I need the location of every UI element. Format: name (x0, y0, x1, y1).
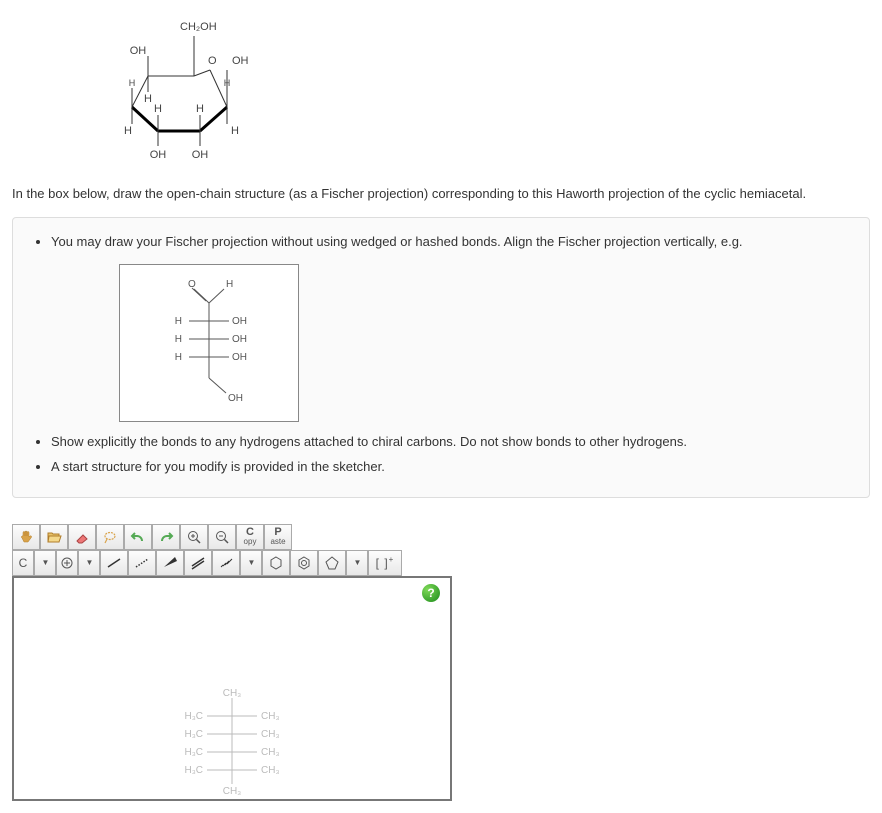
h-label: H (224, 78, 231, 88)
svg-text:H₃C: H₃C (184, 747, 203, 758)
copy-button[interactable]: Copy (236, 524, 264, 550)
svg-text:H: H (175, 352, 182, 363)
fischer-h: H (226, 279, 233, 290)
h-label: H (231, 125, 239, 137)
eraser-button[interactable] (68, 524, 96, 550)
selection-frame-button[interactable]: [ ]+ (368, 550, 402, 576)
element-dropdown[interactable]: ▼ (34, 550, 56, 576)
paste-button[interactable]: Paste (264, 524, 292, 550)
svg-text:CH₃: CH₃ (223, 688, 242, 699)
sketcher-canvas[interactable]: ? CH₃ H₃C CH₃ H₃C CH₃ H₃C CH₃ (12, 576, 452, 801)
svg-text:CH₃: CH₃ (261, 765, 280, 776)
svg-text:CH₃: CH₃ (261, 729, 280, 740)
question-text: In the box below, draw the open-chain st… (12, 185, 870, 203)
zoom-in-button[interactable] (180, 524, 208, 550)
redo-button[interactable] (152, 524, 180, 550)
svg-text:OH: OH (232, 334, 247, 345)
h-label: H (129, 78, 136, 88)
hand-tool-button[interactable] (12, 524, 40, 550)
h-label: H (124, 125, 132, 137)
instruction-bullet: Show explicitly the bonds to any hydroge… (51, 432, 853, 452)
start-structure: CH₃ H₃C CH₃ H₃C CH₃ H₃C CH₃ H₃C CH₃ CH₃ (167, 686, 297, 799)
add-atom-button[interactable] (56, 550, 78, 576)
help-icon[interactable]: ? (422, 584, 440, 602)
lasso-button[interactable] (96, 524, 124, 550)
fischer-o: O (188, 279, 196, 290)
dotted-bond-button[interactable] (128, 550, 156, 576)
svg-text:OH: OH (232, 316, 247, 327)
oh-label: OH (232, 55, 249, 67)
svg-text:H₃C: H₃C (184, 765, 203, 776)
fischer-example: O H H OH H OH H OH OH (119, 264, 299, 422)
h-label: H (144, 93, 152, 105)
h-label: H (196, 103, 204, 115)
pentagon-ring-button[interactable] (318, 550, 346, 576)
haworth-projection: CH₂OH OH O OH H H H H H H H OH OH (12, 12, 870, 175)
svg-text:H: H (175, 334, 182, 345)
add-atom-dropdown[interactable]: ▼ (78, 550, 100, 576)
toolbar-row-2: C ▼ ▼ ▼ ▼ [ ]+ (12, 550, 452, 576)
hexagon-ring-button[interactable] (262, 550, 290, 576)
svg-text:OH: OH (228, 393, 243, 404)
svg-text:CH₃: CH₃ (261, 747, 280, 758)
svg-text:CH₃: CH₃ (261, 711, 280, 722)
instruction-bullet: You may draw your Fischer projection wit… (51, 232, 853, 252)
oh-label: OH (150, 149, 167, 161)
double-bond-button[interactable] (184, 550, 212, 576)
ch2oh-label: CH₂OH (180, 21, 217, 33)
sketcher-widget: Copy Paste C ▼ ▼ ▼ (12, 524, 452, 801)
svg-text:H: H (175, 316, 182, 327)
svg-text:CH₃: CH₃ (223, 786, 242, 796)
hash-bond-button[interactable] (212, 550, 240, 576)
toolbar-row-1: Copy Paste (12, 524, 452, 550)
oh-label: OH (130, 45, 147, 57)
svg-text:OH: OH (232, 352, 247, 363)
h-label: H (154, 103, 162, 115)
svg-text:H₃C: H₃C (184, 711, 203, 722)
instruction-box: You may draw your Fischer projection wit… (12, 217, 870, 498)
oh-label: OH (192, 149, 209, 161)
svg-text:H₃C: H₃C (184, 729, 203, 740)
open-file-button[interactable] (40, 524, 68, 550)
bond-dropdown[interactable]: ▼ (240, 550, 262, 576)
undo-button[interactable] (124, 524, 152, 550)
wedge-bond-button[interactable] (156, 550, 184, 576)
benzene-ring-button[interactable] (290, 550, 318, 576)
single-bond-button[interactable] (100, 550, 128, 576)
ring-dropdown[interactable]: ▼ (346, 550, 368, 576)
zoom-out-button[interactable] (208, 524, 236, 550)
ring-o-label: O (208, 55, 217, 67)
element-c-button[interactable]: C (12, 550, 34, 576)
instruction-bullet: A start structure for you modify is prov… (51, 457, 853, 477)
